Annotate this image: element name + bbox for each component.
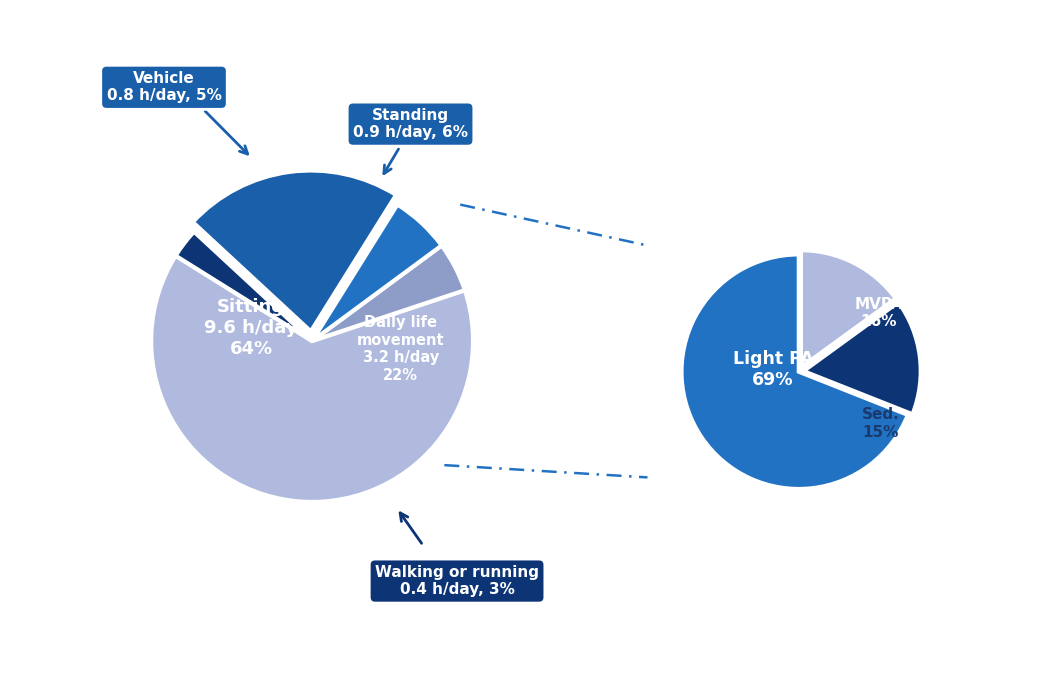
Text: Sed.
15%: Sed. 15% — [862, 407, 899, 439]
Text: Walking or running
0.4 h/day, 3%: Walking or running 0.4 h/day, 3% — [375, 565, 540, 597]
Wedge shape — [803, 302, 920, 414]
Text: Sitting
9.6 h/day
64%: Sitting 9.6 h/day 64% — [204, 298, 297, 358]
Wedge shape — [312, 205, 441, 341]
Text: Light PA
69%: Light PA 69% — [732, 350, 814, 389]
Wedge shape — [193, 170, 396, 331]
Text: Vehicle
0.8 h/day, 5%: Vehicle 0.8 h/day, 5% — [107, 71, 221, 104]
Wedge shape — [176, 232, 312, 341]
Wedge shape — [801, 250, 896, 368]
Text: MVPA
16%: MVPA 16% — [855, 297, 902, 329]
Wedge shape — [312, 246, 464, 341]
Wedge shape — [681, 254, 908, 489]
Text: Daily life
movement
3.2 h/day
22%: Daily life movement 3.2 h/day 22% — [357, 316, 444, 383]
Wedge shape — [151, 256, 473, 502]
Text: Standing
0.9 h/day, 6%: Standing 0.9 h/day, 6% — [353, 108, 468, 140]
